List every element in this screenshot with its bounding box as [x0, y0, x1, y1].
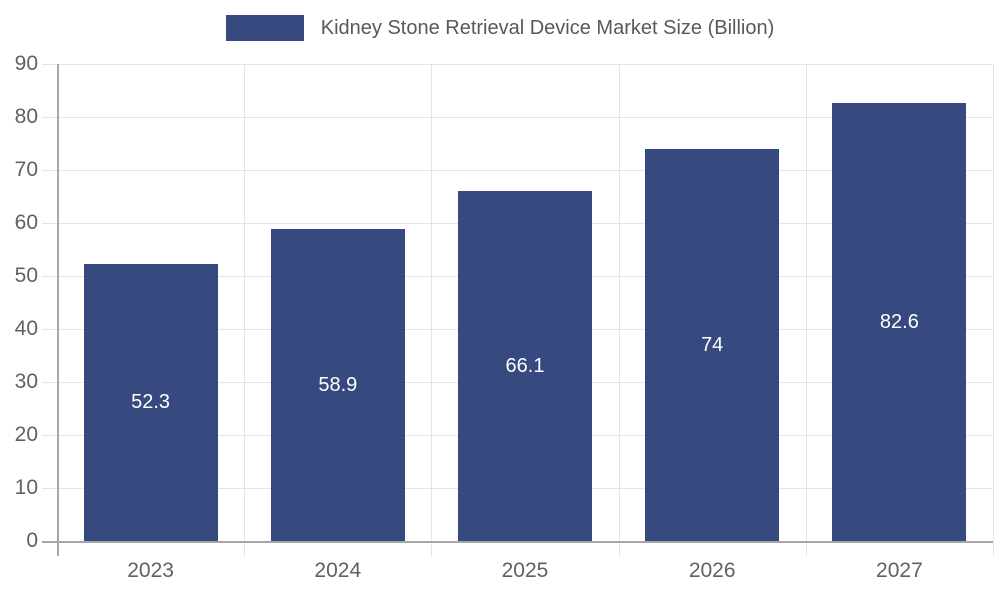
bar-value-label: 52.3	[131, 391, 171, 414]
v-gridline	[993, 64, 994, 556]
v-gridline	[431, 64, 433, 556]
x-axis-tick-label: 2027	[876, 559, 923, 582]
bar-value-label: 66.1	[505, 354, 545, 377]
h-gridline	[42, 170, 993, 171]
y-axis-tick-label: 30	[14, 370, 38, 393]
legend[interactable]: Kidney Stone Retrieval Device Market Siz…	[0, 15, 1000, 41]
x-axis-tick-label: 2025	[501, 559, 549, 582]
v-gridline	[244, 64, 246, 556]
bar-2024[interactable]	[270, 228, 405, 541]
y-axis-tick-label: 80	[14, 105, 38, 128]
x-axis-line	[42, 541, 993, 543]
x-axis-tick-label: 2023	[127, 559, 174, 582]
bar-2025[interactable]	[458, 190, 592, 541]
h-gridline	[42, 64, 993, 65]
v-gridline	[618, 64, 620, 556]
legend-label: Kidney Stone Retrieval Device Market Siz…	[320, 16, 775, 39]
y-axis-tick-label: 90	[14, 52, 38, 75]
x-axis-tick-label: 2026	[688, 559, 736, 582]
y-axis-tick-label: 50	[14, 264, 38, 287]
y-axis-tick-label: 60	[14, 211, 38, 234]
y-axis-tick-label: 0	[26, 529, 38, 552]
y-axis-line	[57, 64, 59, 556]
bar-2023[interactable]	[83, 263, 218, 541]
bar-value-label: 58.9	[318, 373, 358, 396]
bar-value-label: 74	[701, 333, 724, 356]
bar-2026[interactable]	[645, 148, 780, 541]
y-axis-tick-label: 10	[14, 476, 38, 499]
h-gridline	[42, 117, 993, 118]
bar-value-label: 82.6	[879, 311, 919, 334]
x-axis-tick-label: 2024	[314, 559, 362, 582]
y-axis-tick-label: 40	[14, 317, 38, 340]
y-axis-tick-label: 70	[14, 158, 38, 181]
bar-2027[interactable]	[832, 103, 967, 541]
v-gridline	[805, 64, 807, 556]
legend-swatch-icon	[225, 15, 304, 41]
y-axis-tick-label: 20	[14, 423, 38, 446]
